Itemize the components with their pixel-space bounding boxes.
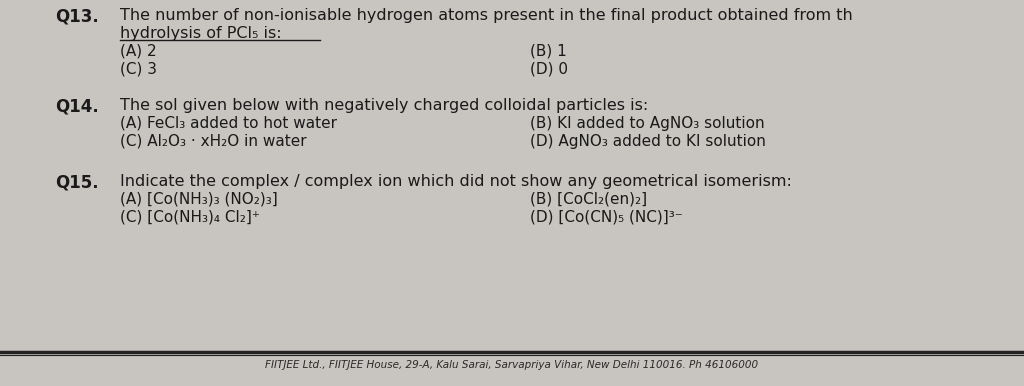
Text: Q13.: Q13. [55,8,98,26]
Text: Q14.: Q14. [55,98,98,116]
Text: (B) 1: (B) 1 [530,44,566,59]
Text: (C) Al₂O₃ · xH₂O in water: (C) Al₂O₃ · xH₂O in water [120,134,306,149]
Text: (B) [CoCl₂(en)₂]: (B) [CoCl₂(en)₂] [530,191,647,207]
Text: The sol given below with negatively charged colloidal particles is:: The sol given below with negatively char… [120,98,648,113]
Text: (A) FeCl₃ added to hot water: (A) FeCl₃ added to hot water [120,116,337,131]
Text: Indicate the complex / complex ion which did not show any geometrical isomerism:: Indicate the complex / complex ion which… [120,174,792,189]
Text: (A) 2: (A) 2 [120,44,157,59]
Text: FIITJEE Ltd., FIITJEE House, 29-A, Kalu Sarai, Sarvapriya Vihar, New Delhi 11001: FIITJEE Ltd., FIITJEE House, 29-A, Kalu … [265,360,759,370]
Text: (B) KI added to AgNO₃ solution: (B) KI added to AgNO₃ solution [530,116,765,131]
Text: (D) [Co(CN)₅ (NC)]³⁻: (D) [Co(CN)₅ (NC)]³⁻ [530,210,683,225]
Text: (A) [Co(NH₃)₃ (NO₂)₃]: (A) [Co(NH₃)₃ (NO₂)₃] [120,191,278,207]
Text: (C) 3: (C) 3 [120,62,157,77]
Text: Q15.: Q15. [55,174,98,191]
Text: (C) [Co(NH₃)₄ Cl₂]⁺: (C) [Co(NH₃)₄ Cl₂]⁺ [120,210,260,225]
Text: hydrolysis of PCl₅ is:: hydrolysis of PCl₅ is: [120,26,282,41]
Text: (D) AgNO₃ added to KI solution: (D) AgNO₃ added to KI solution [530,134,766,149]
Text: The number of non-ionisable hydrogen atoms present in the final product obtained: The number of non-ionisable hydrogen ato… [120,8,853,23]
Text: (D) 0: (D) 0 [530,62,568,77]
